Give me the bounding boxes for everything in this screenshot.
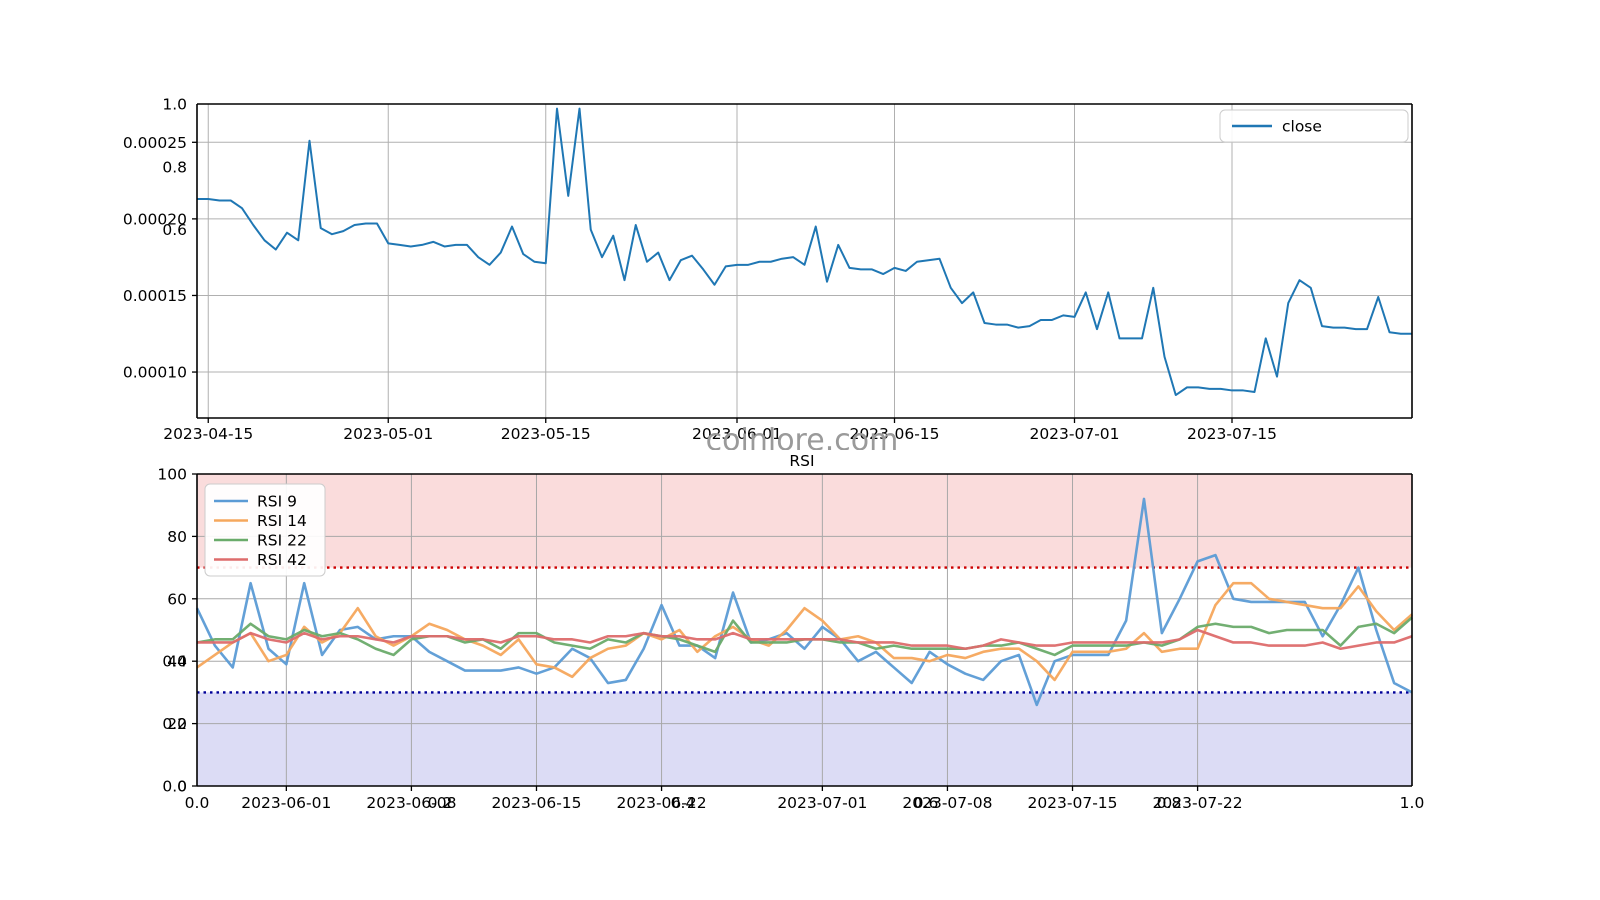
rsi-x-tick-label-ghost: 0.8 — [1157, 794, 1182, 812]
price-x-tick-label: 2023-07-01 — [1029, 425, 1119, 443]
rsi-x-tick-label: 2023-06-08 — [366, 794, 456, 812]
price-x-tick-label: 2023-07-15 — [1187, 425, 1277, 443]
price-y-tick-label: 0.00015 — [123, 287, 187, 305]
oversold-band — [197, 692, 1412, 786]
watermark: coinlore.com — [706, 423, 899, 450]
price-x-tick-label: 2023-05-15 — [501, 425, 591, 443]
price-legend-label: close — [1282, 118, 1322, 136]
rsi-legend-label-3: RSI 22 — [257, 532, 307, 550]
price-x-tick-label: 2023-04-15 — [163, 425, 253, 443]
price-x-tick-label: 2023-06-01 — [692, 425, 782, 443]
rsi-y-tick-label: 40 — [167, 653, 187, 671]
rsi-y-tick-label-ghost: 0.2 — [162, 715, 187, 733]
rsi-y-tick-label: 20 — [167, 715, 187, 733]
rsi-legend-label-1: RSI 9 — [257, 493, 297, 511]
rsi-x-tick-label: 2023-07-08 — [902, 794, 992, 812]
price-y-tick-label-ghost: 0.6 — [162, 221, 187, 239]
rsi-line-rsi-42 — [197, 628, 1413, 651]
rsi-x-tick-label: 2023-06-22 — [617, 794, 707, 812]
price-chart-panel: 0.00025 0.00020 0.00015 0.00010 1.0 0.8 0.6 202… — [123, 96, 1413, 450]
rsi-y-tick-label-ghost: 0.4 — [162, 653, 187, 671]
rsi-x-tick-label-ghost: 1.0 — [1400, 794, 1425, 812]
price-y-tick-label: 0.00010 — [123, 364, 187, 382]
price-x-tick-label: 2023-05-01 — [343, 425, 433, 443]
rsi-x-tick-label-ghost: 0.4 — [671, 794, 696, 812]
price-close-line — [197, 107, 1412, 397]
price-y-tick-label-ghost: 1.0 — [162, 96, 187, 114]
price-y-tick-label-ghost: 0.8 — [162, 158, 187, 176]
rsi-x-tick-label-ghost: 0.6 — [914, 794, 939, 812]
rsi-x-tick-label: 2023-07-15 — [1027, 794, 1117, 812]
rsi-x-tick-label: 2023-06-15 — [491, 794, 581, 812]
rsi-chart-panel: RSI 100 80 60 40 20 0 0.4 0.2 0.0 2023-06-01 2023-0… — [0, 450, 1600, 900]
rsi-y-tick-label: 0 — [177, 778, 187, 796]
rsi-x-tick-label: 2023-07-01 — [777, 794, 867, 812]
rsi-x-tick-label-ghost: 0.2 — [428, 794, 453, 812]
rsi-x-tick-label: 2023-06-01 — [241, 794, 331, 812]
rsi-y-tick-label: 100 — [157, 466, 187, 484]
rsi-x-tick-label: 2023-07-22 — [1153, 794, 1243, 812]
price-y-tick-label: 0.00020 — [123, 210, 187, 228]
rsi-chart-svg: RSI 100 80 60 40 20 0 0.4 0.2 0.0 2023-06-01 2023-0… — [157, 452, 1425, 812]
rsi-y-tick-label-ghost: 0.0 — [162, 778, 187, 796]
rsi-line-rsi-9 — [195, 497, 1413, 707]
rsi-x-tick-label-ghost: 0.0 — [185, 794, 210, 812]
price-x-tick-label: 2023-06-15 — [849, 425, 939, 443]
rsi-line-rsi-14 — [196, 581, 1413, 682]
price-legend[interactable]: close — [1219, 109, 1409, 143]
rsi-legend-label-4: RSI 42 — [257, 551, 307, 569]
price-chart-svg: 0.00025 0.00020 0.00015 0.00010 1.0 0.8 0.6 202… — [123, 96, 1413, 450]
rsi-y-tick-label: 60 — [167, 590, 187, 608]
overbought-band — [197, 474, 1412, 568]
rsi-y-tick-label: 80 — [167, 528, 187, 546]
rsi-title: RSI — [789, 452, 814, 470]
rsi-legend-label-2: RSI 14 — [257, 512, 307, 530]
price-y-tick-label: 0.00025 — [123, 134, 187, 152]
